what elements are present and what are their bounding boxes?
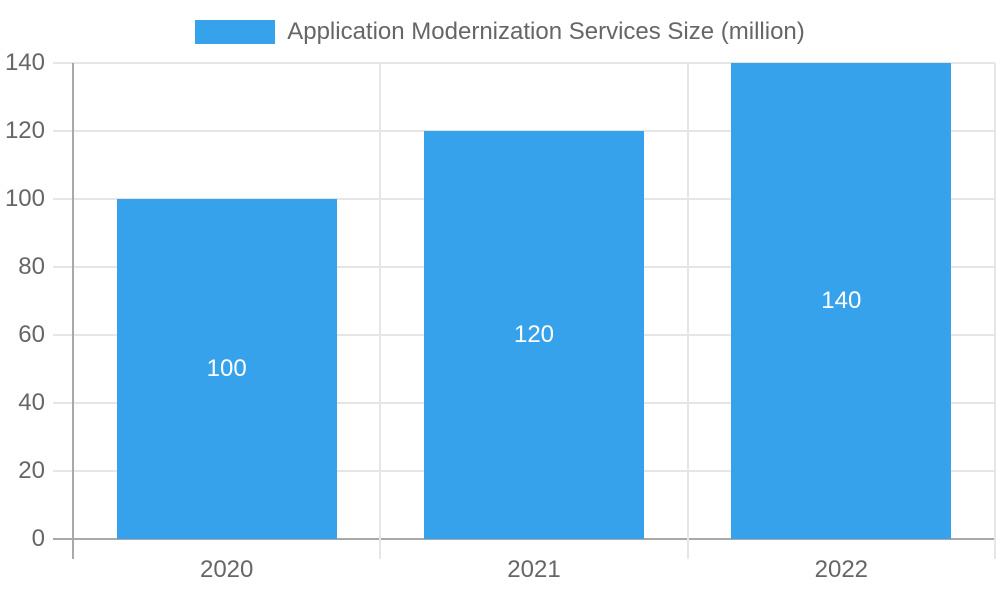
gridline-vertical [686, 63, 689, 539]
x-tick-mark [72, 539, 74, 559]
gridline-horizontal [73, 62, 995, 64]
y-axis-tick-label: 100 [4, 185, 45, 212]
y-tick-mark [53, 266, 73, 268]
gridline-horizontal [73, 538, 995, 540]
y-tick-mark [53, 198, 73, 200]
x-tick-mark [994, 539, 996, 559]
gridline-vertical [994, 63, 996, 539]
gridline-vertical [379, 63, 382, 539]
y-tick-mark [53, 62, 73, 64]
bar-2021[interactable]: 120 [424, 131, 644, 539]
x-axis-tick-label: 2022 [814, 556, 869, 583]
y-axis-tick-label: 40 [18, 389, 45, 416]
legend-item[interactable]: Application Modernization Services Size … [0, 18, 1000, 46]
y-axis-tick-label: 140 [4, 49, 45, 76]
x-axis-tick-label: 2020 [199, 556, 254, 583]
plot-area: 100 120 140 [53, 62, 996, 559]
legend-swatch [195, 20, 276, 44]
bar-2020[interactable]: 100 [116, 199, 337, 539]
y-axis-tick-label: 0 [31, 525, 45, 552]
bar-value-label: 120 [513, 321, 555, 348]
y-tick-mark [53, 538, 73, 540]
x-tick-mark [379, 539, 382, 559]
gridline-vertical [72, 63, 74, 539]
y-axis-tick-label: 80 [18, 253, 45, 280]
y-tick-mark [53, 334, 73, 336]
bar-2022[interactable]: 140 [731, 63, 952, 539]
y-tick-mark [53, 470, 73, 472]
y-axis-tick-label: 60 [18, 321, 45, 348]
bar-value-label: 100 [206, 355, 247, 382]
y-tick-mark [53, 402, 73, 404]
y-axis-tick-label: 20 [18, 457, 45, 484]
x-axis-tick-label: 2021 [507, 556, 561, 583]
x-tick-mark [686, 539, 689, 559]
bar-value-label: 140 [821, 287, 862, 314]
y-axis-tick-label: 120 [4, 117, 45, 144]
legend-label: Application Modernization Services Size … [287, 18, 805, 45]
y-tick-mark [53, 130, 73, 132]
